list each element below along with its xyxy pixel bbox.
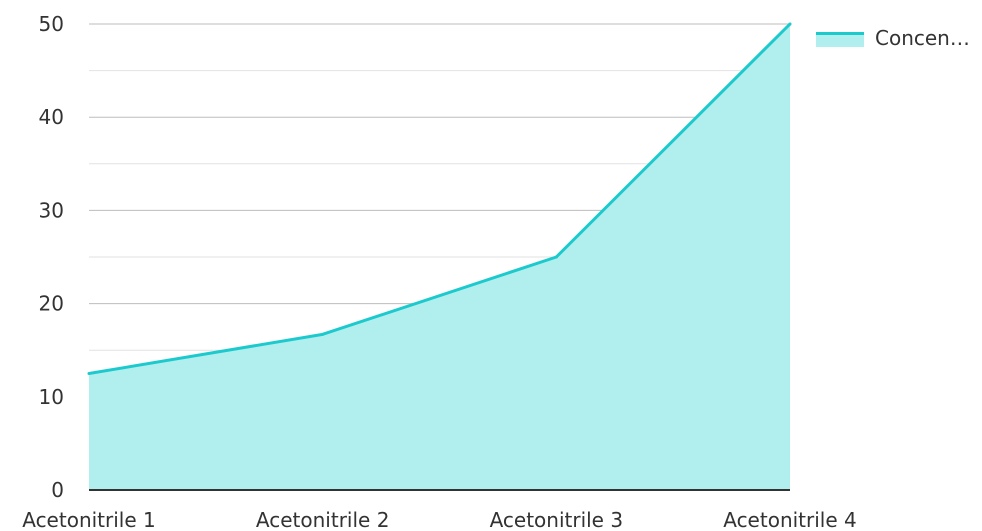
y-tick-label: 10: [39, 385, 64, 409]
series-1-area: [89, 24, 790, 490]
y-tick-label: 0: [51, 478, 64, 502]
legend-swatch: [816, 32, 864, 47]
y-tick-label: 40: [39, 105, 64, 129]
data-point-3: [554, 255, 558, 259]
data-point-1: [87, 372, 91, 375]
x-tick-labels: Acetonitrile 1 Acetonitrile 2 Acetonitrile…: [22, 508, 857, 531]
x-tick-label: Acetonitrile 3: [490, 508, 624, 531]
y-tick-label: 20: [39, 292, 64, 316]
data-point-2: [321, 332, 325, 336]
y-tick-label: 50: [39, 12, 64, 36]
series-1-line: [88, 22, 792, 375]
x-tick-label: Acetonitrile 4: [723, 508, 857, 531]
legend-label-series-1: Concen…: [875, 26, 970, 50]
plot-area: [87, 22, 792, 490]
data-point-4: [788, 22, 792, 26]
y-tick-labels: 0 10 20 30 40 50: [39, 12, 64, 502]
x-tick-label: Acetonitrile 1: [22, 508, 156, 531]
y-tick-label: 30: [39, 198, 64, 222]
legend: Concen…: [816, 26, 970, 50]
x-tick-label: Acetonitrile 2: [256, 508, 390, 531]
